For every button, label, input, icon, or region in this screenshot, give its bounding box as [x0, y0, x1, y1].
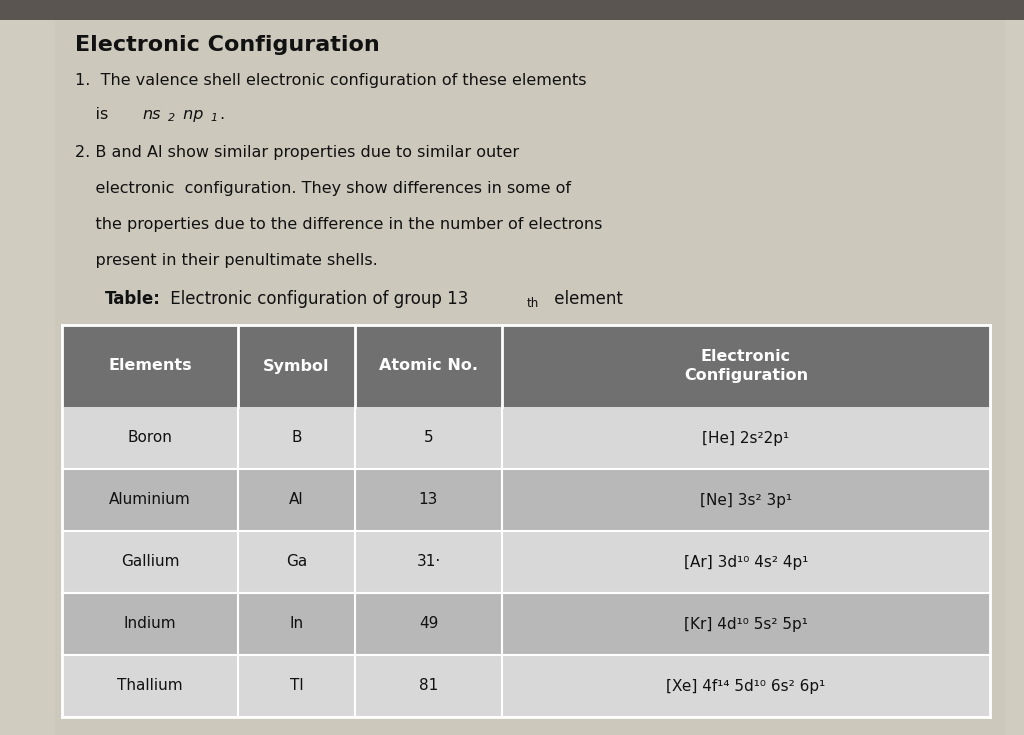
- Text: Indium: Indium: [124, 617, 176, 631]
- Text: Electronic Configuration: Electronic Configuration: [75, 35, 380, 55]
- Text: 2: 2: [168, 113, 175, 123]
- Text: 81: 81: [419, 678, 438, 694]
- Text: Aluminium: Aluminium: [110, 492, 190, 507]
- Text: [Ar] 3d¹⁰ 4s² 4p¹: [Ar] 3d¹⁰ 4s² 4p¹: [684, 554, 808, 570]
- Bar: [62, 531, 990, 593]
- Text: Thallium: Thallium: [117, 678, 183, 694]
- Text: Al: Al: [289, 492, 304, 507]
- Text: In: In: [290, 617, 303, 631]
- Bar: [0, 0, 1024, 20]
- Text: Boron: Boron: [128, 431, 172, 445]
- Bar: [62, 593, 990, 655]
- Bar: [62, 469, 990, 531]
- Text: 49: 49: [419, 617, 438, 631]
- Text: np: np: [178, 107, 204, 122]
- Text: 1.  The valence shell electronic configuration of these elements: 1. The valence shell electronic configur…: [75, 73, 587, 88]
- Text: [He] 2s²2p¹: [He] 2s²2p¹: [702, 431, 790, 445]
- Text: is: is: [75, 107, 114, 122]
- Text: 31·: 31·: [417, 554, 440, 570]
- Text: Gallium: Gallium: [121, 554, 179, 570]
- Text: Electronic configuration of group 13: Electronic configuration of group 13: [165, 290, 468, 308]
- Text: 13: 13: [419, 492, 438, 507]
- Text: [Xe] 4f¹⁴ 5d¹⁰ 6s² 6p¹: [Xe] 4f¹⁴ 5d¹⁰ 6s² 6p¹: [667, 678, 825, 694]
- Text: Atomic No.: Atomic No.: [379, 359, 478, 373]
- Text: [Kr] 4d¹⁰ 5s² 5p¹: [Kr] 4d¹⁰ 5s² 5p¹: [684, 617, 808, 631]
- Text: Table:: Table:: [105, 290, 161, 308]
- Text: electronic  configuration. They show differences in some of: electronic configuration. They show diff…: [75, 181, 571, 196]
- Text: 2. B and Al show similar properties due to similar outer: 2. B and Al show similar properties due …: [75, 145, 519, 160]
- Text: Ga: Ga: [286, 554, 307, 570]
- Text: 1: 1: [210, 113, 217, 123]
- Text: Elements: Elements: [109, 359, 191, 373]
- Text: [Ne] 3s² 3p¹: [Ne] 3s² 3p¹: [700, 492, 792, 507]
- Text: B: B: [291, 431, 302, 445]
- Text: ns: ns: [142, 107, 161, 122]
- Text: element: element: [549, 290, 623, 308]
- Bar: [62, 325, 990, 407]
- Bar: [62, 407, 990, 469]
- Text: .: .: [219, 107, 224, 122]
- Text: 5: 5: [424, 431, 433, 445]
- Text: the properties due to the difference in the number of electrons: the properties due to the difference in …: [75, 217, 602, 232]
- Text: th: th: [527, 297, 540, 310]
- Text: Symbol: Symbol: [263, 359, 330, 373]
- Text: present in their penultimate shells.: present in their penultimate shells.: [75, 253, 378, 268]
- Bar: [62, 655, 990, 717]
- Text: Tl: Tl: [290, 678, 303, 694]
- Text: Electronic
Configuration: Electronic Configuration: [684, 349, 808, 383]
